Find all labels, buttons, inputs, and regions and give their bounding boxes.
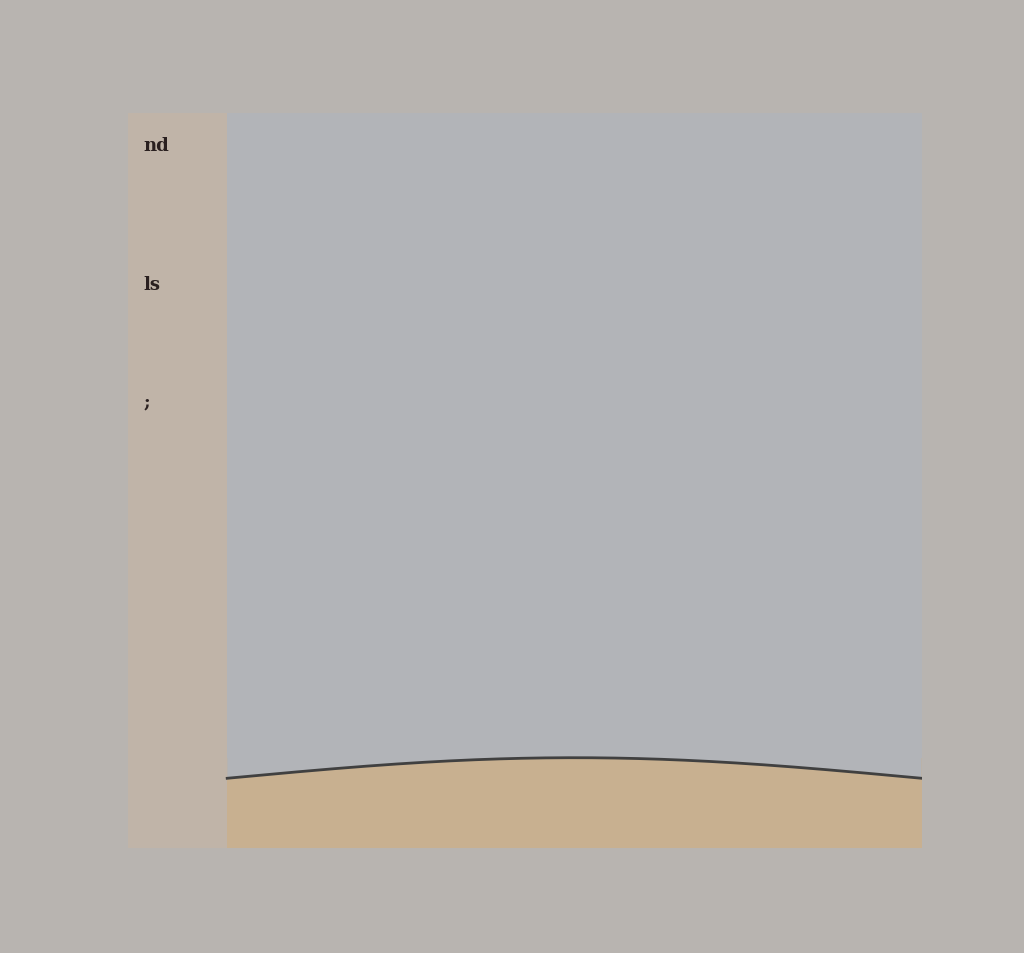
Text: D: D [458, 458, 473, 476]
Text: respectively. Prove that :: respectively. Prove that : [274, 209, 529, 227]
Bar [227, 114, 922, 848]
Text: 18. The given figure shows parallelogram ABCD.: 18. The given figure shows parallelogram… [251, 323, 751, 342]
Bar [128, 114, 227, 848]
Text: Points M and N lie in diagonal BD such that: Points M and N lie in diagonal BD such t… [274, 360, 723, 379]
Text: ;: ; [143, 394, 151, 411]
Text: (iii)   AXCY is a parallelogram.: (iii) AXCY is a parallelogram. [274, 282, 585, 301]
Text: points of opposite sides AB and DC: points of opposite sides AB and DC [274, 173, 633, 193]
Text: N: N [571, 611, 586, 628]
Text: DM = BN.: DM = BN. [274, 396, 379, 416]
Bar [227, 758, 922, 848]
Text: B: B [649, 639, 665, 658]
Text: C: C [738, 417, 753, 436]
Text: ls: ls [143, 275, 161, 294]
Text: nd: nd [143, 136, 170, 154]
Text: (i)   AX = YC.: (i) AX = YC. [274, 245, 409, 264]
Text: 2: 2 [896, 289, 909, 307]
Text: (ii) AX is parallel to YC: (ii) AX is parallel to YC [560, 245, 794, 265]
Text: M: M [529, 517, 548, 534]
Text: A: A [357, 692, 372, 710]
Text: 17. In parallelogram ABCD, X and Y are mid-: 17. In parallelogram ABCD, X and Y are m… [251, 136, 711, 155]
Polygon shape [227, 114, 922, 779]
